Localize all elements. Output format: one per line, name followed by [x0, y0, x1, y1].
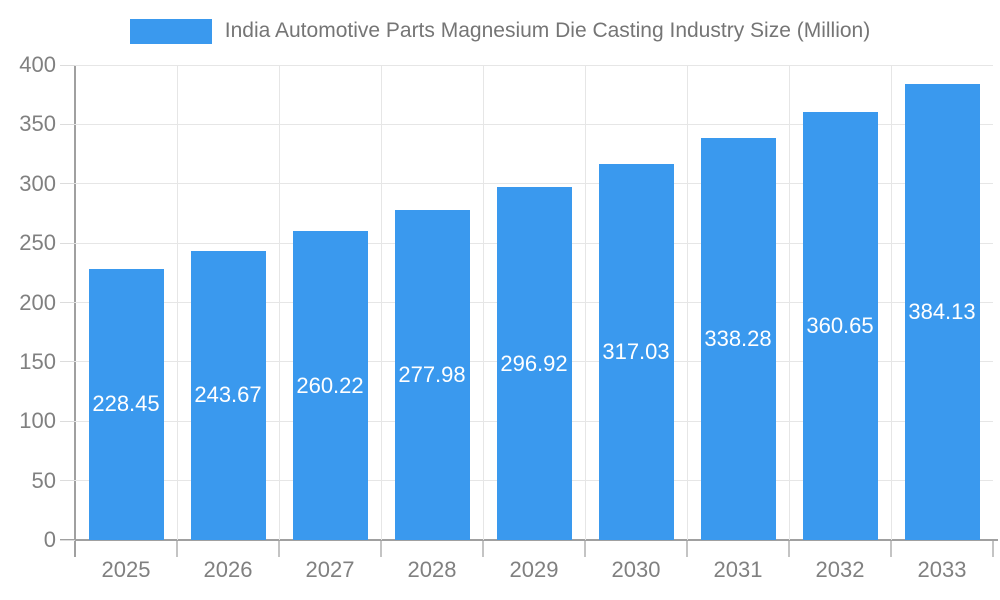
y-tick-200 [60, 302, 75, 303]
x-gridline-2 [278, 65, 280, 540]
x-gridline-6 [686, 65, 688, 540]
y-axis-label-400: 400 [19, 52, 56, 77]
y-axis-label-300: 300 [19, 170, 56, 196]
x-axis-label-2025: 2025 [101, 557, 151, 582]
x-gridline-5 [584, 65, 586, 540]
x-axis-label-2029: 2029 [509, 557, 559, 582]
bar-2025[interactable]: 228.45 [88, 268, 164, 540]
x-axis-label-2026: 2026 [203, 557, 253, 582]
x-axis-label-2033: 2033 [917, 557, 967, 582]
x-gridline-3 [380, 65, 382, 540]
bar-2026[interactable]: 243.67 [190, 250, 266, 540]
y-axis-label-250: 250 [19, 230, 56, 256]
x-axis-label-2028: 2028 [407, 557, 457, 582]
x-tick-3 [380, 541, 382, 557]
y-axis-label-0: 0 [43, 527, 56, 552]
x-axis-label-2032: 2032 [815, 557, 865, 582]
y-gridline-300 [75, 183, 993, 185]
y-axis-line [74, 65, 76, 557]
x-tick-4 [482, 541, 484, 557]
x-tick-right-edge [992, 541, 994, 557]
x-axis-line [60, 539, 998, 541]
x-gridline-1 [176, 65, 178, 540]
legend-series-label[interactable]: India Automotive Parts Magnesium Die Cas… [224, 19, 871, 42]
bar-value-label-2032: 360.65 [806, 312, 874, 338]
y-tick-350 [60, 123, 75, 125]
bar-2031[interactable]: 338.28 [700, 138, 776, 540]
legend-swatch-icon[interactable] [129, 18, 212, 44]
y-tick-250 [60, 242, 75, 244]
x-gridline-8 [890, 65, 892, 540]
x-tick-6 [686, 541, 688, 557]
x-tick-8 [890, 541, 892, 557]
chart-legend: India Automotive Parts Magnesium Die Cas… [0, 16, 1000, 46]
x-tick-1 [176, 541, 178, 557]
y-axis-label-100: 100 [19, 408, 56, 434]
y-tick-400 [60, 64, 75, 66]
y-tick-0 [60, 539, 75, 541]
x-axis-label-2030: 2030 [611, 557, 661, 582]
bar-value-label-2026: 243.67 [194, 382, 262, 408]
x-gridline-4 [482, 65, 484, 540]
y-gridline-400 [75, 64, 993, 66]
bar-2030[interactable]: 317.03 [598, 163, 674, 540]
bar-value-label-2027: 260.22 [296, 372, 364, 398]
x-tick-7 [788, 541, 790, 557]
x-axis-label-2027: 2027 [305, 557, 355, 582]
y-gridline-350 [75, 123, 993, 125]
y-tick-100 [60, 420, 75, 422]
y-tick-50 [60, 480, 75, 482]
x-axis-label-2031: 2031 [713, 557, 763, 582]
y-axis-label-200: 200 [19, 289, 56, 315]
y-tick-150 [60, 361, 75, 363]
bar-value-label-2028: 277.98 [398, 361, 466, 387]
bar-2033[interactable]: 384.13 [904, 83, 980, 540]
bar-value-label-2031: 338.28 [704, 326, 772, 352]
bar-2032[interactable]: 360.65 [802, 111, 878, 540]
x-gridline-7 [788, 65, 790, 540]
bar-2028[interactable]: 277.98 [394, 209, 470, 540]
bar-value-label-2029: 296.92 [500, 350, 568, 376]
y-tick-300 [60, 183, 75, 185]
x-tick-2 [278, 541, 280, 557]
bar-value-label-2033: 384.13 [908, 298, 976, 324]
bar-value-label-2030: 317.03 [602, 338, 670, 364]
y-axis-label-350: 350 [19, 111, 56, 137]
x-tick-5 [584, 541, 586, 557]
bar-2027[interactable]: 260.22 [292, 231, 368, 540]
plot-area: 228.45 243.67 260.22 277.98 296.92 317.03 338.… [75, 64, 993, 540]
bar-2029[interactable]: 296.92 [496, 187, 572, 540]
y-axis-label-150: 150 [19, 348, 56, 374]
bar-value-label-2025: 228.45 [92, 391, 160, 417]
y-axis-label-50: 50 [31, 467, 56, 493]
